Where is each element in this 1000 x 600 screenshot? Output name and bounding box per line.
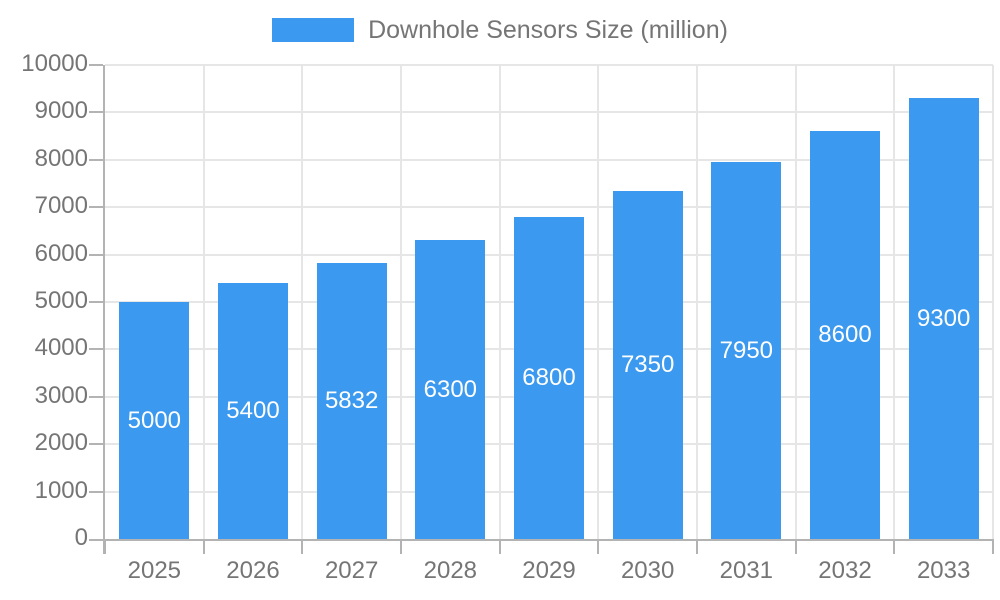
- gridline-vertical: [202, 65, 205, 539]
- y-axis-tick: [89, 348, 103, 351]
- bar-value-label: 6300: [423, 375, 478, 403]
- gridline-vertical: [498, 65, 501, 539]
- bar[interactable]: 5400: [218, 283, 288, 539]
- bar[interactable]: 7950: [711, 162, 782, 539]
- bar-value-label: 5832: [324, 386, 379, 414]
- bar-value-label: 7350: [620, 350, 675, 378]
- y-tick-label: 8000: [34, 144, 88, 172]
- y-axis-tick: [89, 443, 103, 446]
- y-tick-label: 10000: [21, 50, 88, 78]
- y-axis-tick: [89, 490, 103, 493]
- bar[interactable]: 5832: [316, 262, 387, 539]
- x-axis-tick: [498, 539, 501, 554]
- x-axis-tick: [104, 539, 106, 554]
- bar-value-label: 6800: [522, 363, 576, 391]
- x-tick-label: 2033: [916, 557, 971, 584]
- gridline-horizontal: [105, 111, 993, 114]
- x-axis-tick: [794, 539, 797, 554]
- gridline-vertical: [794, 65, 797, 539]
- y-axis-tick: [89, 206, 103, 209]
- x-tick-label: 2027: [324, 557, 379, 584]
- x-tick-label: 2025: [127, 557, 182, 584]
- bar[interactable]: 6800: [514, 216, 584, 539]
- gridline-vertical: [400, 65, 402, 539]
- x-axis-tick: [202, 539, 205, 554]
- y-tick-label: 3000: [34, 381, 88, 409]
- y-axis-tick: [89, 395, 103, 398]
- x-axis-tick: [893, 539, 896, 554]
- y-tick-label: 2000: [34, 429, 88, 457]
- gridline-vertical: [597, 65, 600, 539]
- x-axis-line: [89, 539, 993, 541]
- bar[interactable]: 5000: [119, 302, 190, 539]
- legend-label: Downhole Sensors Size (million): [368, 15, 728, 44]
- x-axis-tick: [301, 539, 304, 554]
- x-tick-label: 2028: [423, 557, 478, 584]
- bar[interactable]: 8600: [810, 131, 880, 539]
- gridline-vertical: [893, 65, 896, 539]
- x-axis-tick: [597, 539, 600, 554]
- y-tick-label: 1000: [34, 476, 88, 504]
- gridline-horizontal: [105, 158, 993, 161]
- bar-value-label: 7950: [719, 336, 774, 364]
- x-tick-label: 2031: [719, 557, 774, 584]
- gridline-horizontal: [105, 64, 993, 66]
- x-axis-tick: [400, 539, 402, 554]
- y-axis-tick: [89, 64, 103, 66]
- legend: Downhole Sensors Size (million): [0, 15, 1000, 45]
- bar[interactable]: 9300: [908, 98, 979, 539]
- y-axis-tick: [89, 111, 103, 114]
- bar-value-label: 9300: [916, 304, 971, 332]
- y-tick-label: 7000: [34, 192, 88, 220]
- gridline-horizontal: [105, 206, 993, 209]
- bar-value-label: 5400: [226, 397, 280, 424]
- y-axis-tick: [89, 301, 103, 303]
- x-axis-tick: [992, 539, 994, 554]
- x-tick-label: 2032: [818, 557, 872, 584]
- x-tick-label: 2030: [620, 557, 675, 584]
- bar[interactable]: 7350: [612, 190, 683, 539]
- y-tick-label: 4000: [34, 334, 88, 362]
- x-tick-label: 2026: [226, 557, 280, 584]
- y-tick-label: 0: [74, 524, 88, 552]
- bar[interactable]: 6300: [415, 240, 486, 539]
- y-axis-tick: [89, 158, 103, 161]
- x-axis-tick: [696, 539, 698, 554]
- y-tick-label: 9000: [34, 97, 88, 125]
- legend-swatch: [272, 18, 355, 42]
- gridline-vertical: [301, 65, 304, 539]
- y-tick-label: 6000: [34, 239, 88, 267]
- bar-value-label: 5000: [127, 406, 182, 434]
- bar-value-label: 8600: [818, 321, 872, 349]
- y-axis-line: [103, 65, 105, 554]
- gridline-vertical: [696, 65, 698, 539]
- gridline-vertical: [992, 65, 994, 539]
- y-axis-tick: [89, 253, 103, 256]
- y-tick-label: 5000: [34, 287, 88, 315]
- x-tick-label: 2029: [522, 557, 576, 584]
